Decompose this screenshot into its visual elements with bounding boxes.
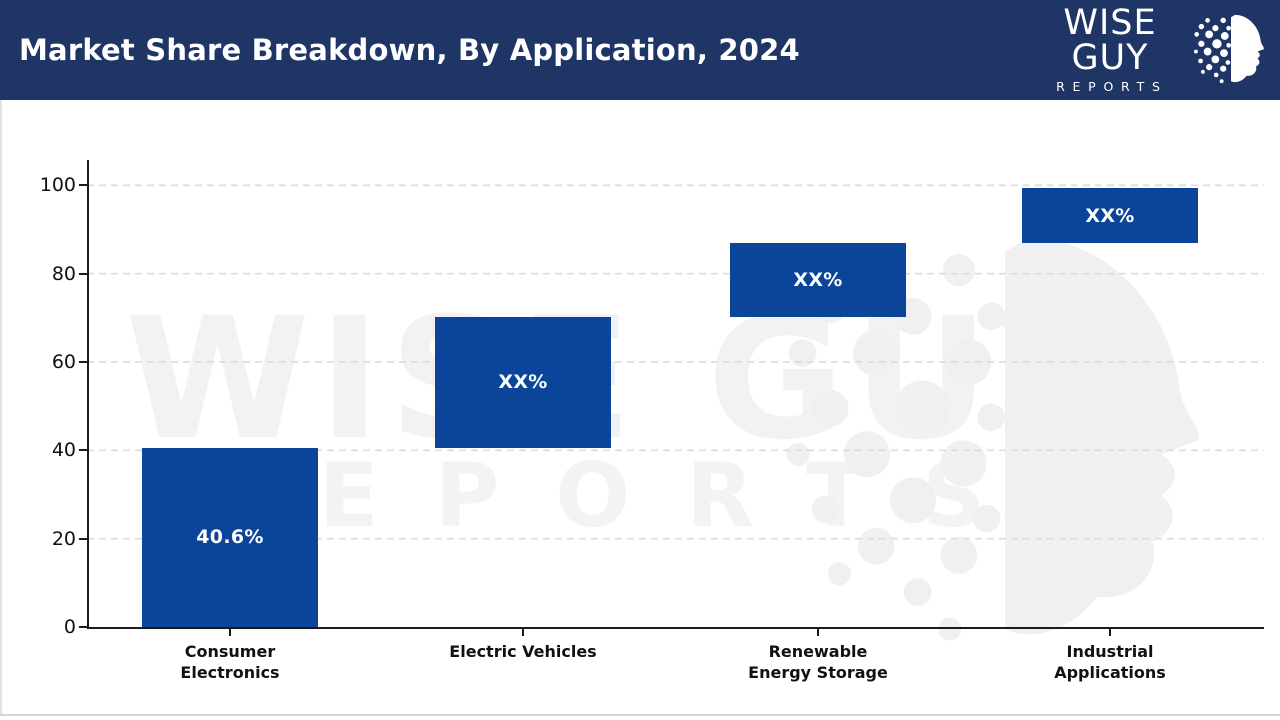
- left-border: [0, 100, 2, 716]
- y-tick-mark: [79, 537, 87, 540]
- x-tick-mark: [817, 629, 819, 636]
- bottom-border: [0, 714, 1280, 716]
- bar: 40.6%: [142, 447, 318, 627]
- y-axis-spine: [87, 160, 89, 629]
- x-tick-mark: [1109, 629, 1111, 636]
- x-category-label: Consumer Electronics: [180, 642, 280, 682]
- y-tick-label: 60: [51, 350, 76, 373]
- x-axis-spine: [87, 627, 1264, 629]
- chart-title: Market Share Breakdown, By Application, …: [19, 33, 800, 67]
- bar: XX%: [730, 243, 906, 317]
- bar: XX%: [435, 316, 611, 448]
- x-tick-mark: [522, 629, 524, 636]
- x-category-label: Industrial Applications: [1054, 642, 1166, 682]
- bar-value-label: XX%: [1085, 204, 1135, 227]
- y-tick-mark: [79, 360, 87, 363]
- y-tick-label: 0: [63, 616, 76, 638]
- y-tick-mark: [79, 272, 87, 275]
- x-category-label: Electric Vehicles: [449, 642, 597, 661]
- header-bar: Market Share Breakdown, By Application, …: [0, 0, 1280, 100]
- logo-subtitle: REPORTS: [1056, 79, 1168, 94]
- wiseguy-logo: WISE GUY REPORTS: [1020, 6, 1270, 94]
- bar-value-label: XX%: [498, 371, 548, 394]
- bar-value-label: 40.6%: [196, 526, 264, 549]
- y-tick-mark: [79, 449, 87, 452]
- plot-area: WISE GUY REPORTS 0 20 40 60 80 100 40.6% XX% XX…: [0, 100, 1280, 720]
- x-category-label: Renewable Energy Storage: [748, 642, 888, 682]
- y-tick-label: 80: [51, 262, 76, 285]
- y-tick-label: 100: [39, 174, 76, 197]
- dotted-face-icon: [1193, 14, 1264, 84]
- bar-value-label: XX%: [793, 269, 843, 292]
- logo-wordmark: WISE GUY: [1063, 3, 1157, 78]
- y-tick-mark: [79, 626, 87, 628]
- y-tick-label: 20: [51, 527, 76, 550]
- y-tick-label: 40: [51, 439, 76, 462]
- logo-text: WISE GUY REPORTS: [1020, 3, 1200, 95]
- bar: XX%: [1022, 187, 1198, 244]
- x-tick-mark: [229, 629, 231, 636]
- y-tick-mark: [79, 184, 87, 187]
